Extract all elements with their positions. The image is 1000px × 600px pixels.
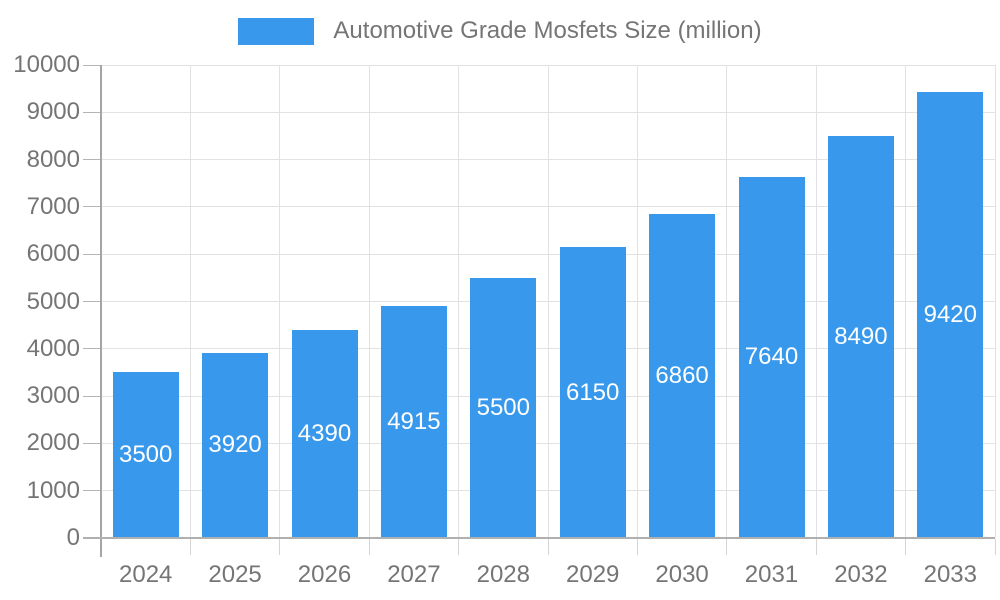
vertical-gridline xyxy=(458,65,460,538)
bar-2028[interactable]: 5500 xyxy=(470,277,537,538)
y-axis-label: 0 xyxy=(66,524,80,551)
vertical-gridline xyxy=(994,65,996,538)
bar-2026[interactable]: 4390 xyxy=(291,330,358,538)
vertical-gridline xyxy=(905,65,907,538)
x-axis-label: 2030 xyxy=(655,561,709,588)
y-axis-tick xyxy=(83,64,101,66)
vertical-gridline xyxy=(368,65,370,538)
y-axis-label: 4000 xyxy=(26,334,80,362)
x-axis-tick xyxy=(547,539,549,555)
x-axis-tick xyxy=(636,539,638,555)
vertical-gridline xyxy=(815,65,817,538)
bar-value-label: 6150 xyxy=(565,378,620,406)
legend: Automotive Grade Mosfets Size (million) xyxy=(0,14,1000,48)
bar-2030[interactable]: 6860 xyxy=(649,213,716,538)
x-axis-tick xyxy=(726,539,728,555)
y-axis-label: 9000 xyxy=(26,98,80,126)
x-axis-label: 2029 xyxy=(566,561,620,588)
x-axis-label: 2031 xyxy=(744,561,799,588)
x-axis-tick xyxy=(815,539,817,555)
y-axis-label: 2000 xyxy=(26,429,80,457)
bar-2025[interactable]: 3920 xyxy=(202,352,269,538)
vertical-gridline xyxy=(189,65,191,538)
x-axis-tick xyxy=(279,539,281,555)
y-axis-label: 5000 xyxy=(26,287,80,315)
bar-value-label: 8490 xyxy=(834,323,888,351)
bar-value-label: 5500 xyxy=(476,393,530,421)
bar-value-label: 9420 xyxy=(923,301,977,329)
x-axis-tick xyxy=(994,539,996,555)
bar-value-label: 7640 xyxy=(744,343,799,371)
bar-value-label: 4390 xyxy=(297,420,352,448)
x-axis-label: 2032 xyxy=(834,561,888,588)
bar-value-label: 3920 xyxy=(208,431,262,459)
y-axis-tick xyxy=(83,348,101,350)
bar-2024[interactable]: 3500 xyxy=(112,372,179,538)
bar-2033[interactable]: 9420 xyxy=(917,92,984,538)
x-axis-label: 2026 xyxy=(297,561,352,588)
bar-value-label: 3500 xyxy=(118,441,173,469)
legend-label: Automotive Grade Mosfets Size (million) xyxy=(333,17,762,44)
y-axis-label: 3000 xyxy=(26,382,80,410)
legend-item[interactable]: Automotive Grade Mosfets Size (million) xyxy=(238,17,762,45)
bar-2031[interactable]: 7640 xyxy=(738,176,805,538)
vertical-gridline xyxy=(279,65,281,538)
y-axis-label: 8000 xyxy=(26,145,80,173)
x-axis-label: 2028 xyxy=(476,561,530,588)
x-axis-tick xyxy=(189,539,191,555)
legend-swatch-icon xyxy=(238,17,315,45)
x-axis-line xyxy=(83,537,995,539)
y-axis-tick xyxy=(83,490,101,492)
y-axis-line xyxy=(100,65,102,557)
y-axis-tick xyxy=(83,159,101,161)
y-axis-tick xyxy=(83,253,101,255)
vertical-gridline xyxy=(547,65,549,538)
y-axis-tick xyxy=(83,206,101,208)
y-axis-tick xyxy=(83,301,101,302)
x-axis-label: 2024 xyxy=(119,561,173,588)
bar-2029[interactable]: 6150 xyxy=(559,247,626,538)
vertical-gridline xyxy=(636,65,638,538)
x-axis-label: 2033 xyxy=(923,561,977,588)
x-axis-tick xyxy=(368,539,370,555)
bar-2027[interactable]: 4915 xyxy=(380,305,447,538)
vertical-gridline xyxy=(726,65,728,538)
y-axis-tick xyxy=(83,395,101,397)
x-axis-label: 2025 xyxy=(208,561,262,588)
y-axis-label: 10000 xyxy=(13,51,80,78)
x-axis-tick xyxy=(458,539,460,555)
y-axis-tick xyxy=(83,111,101,113)
bar-value-label: 6860 xyxy=(655,361,709,389)
bar-2032[interactable]: 8490 xyxy=(827,136,894,538)
x-axis-tick xyxy=(905,539,907,555)
x-axis-label: 2027 xyxy=(387,561,441,588)
y-axis-label: 7000 xyxy=(26,192,80,220)
bar-value-label: 4915 xyxy=(387,407,441,435)
y-axis-label: 1000 xyxy=(26,476,80,504)
y-axis-label: 6000 xyxy=(26,240,80,268)
y-axis-tick xyxy=(83,442,101,444)
